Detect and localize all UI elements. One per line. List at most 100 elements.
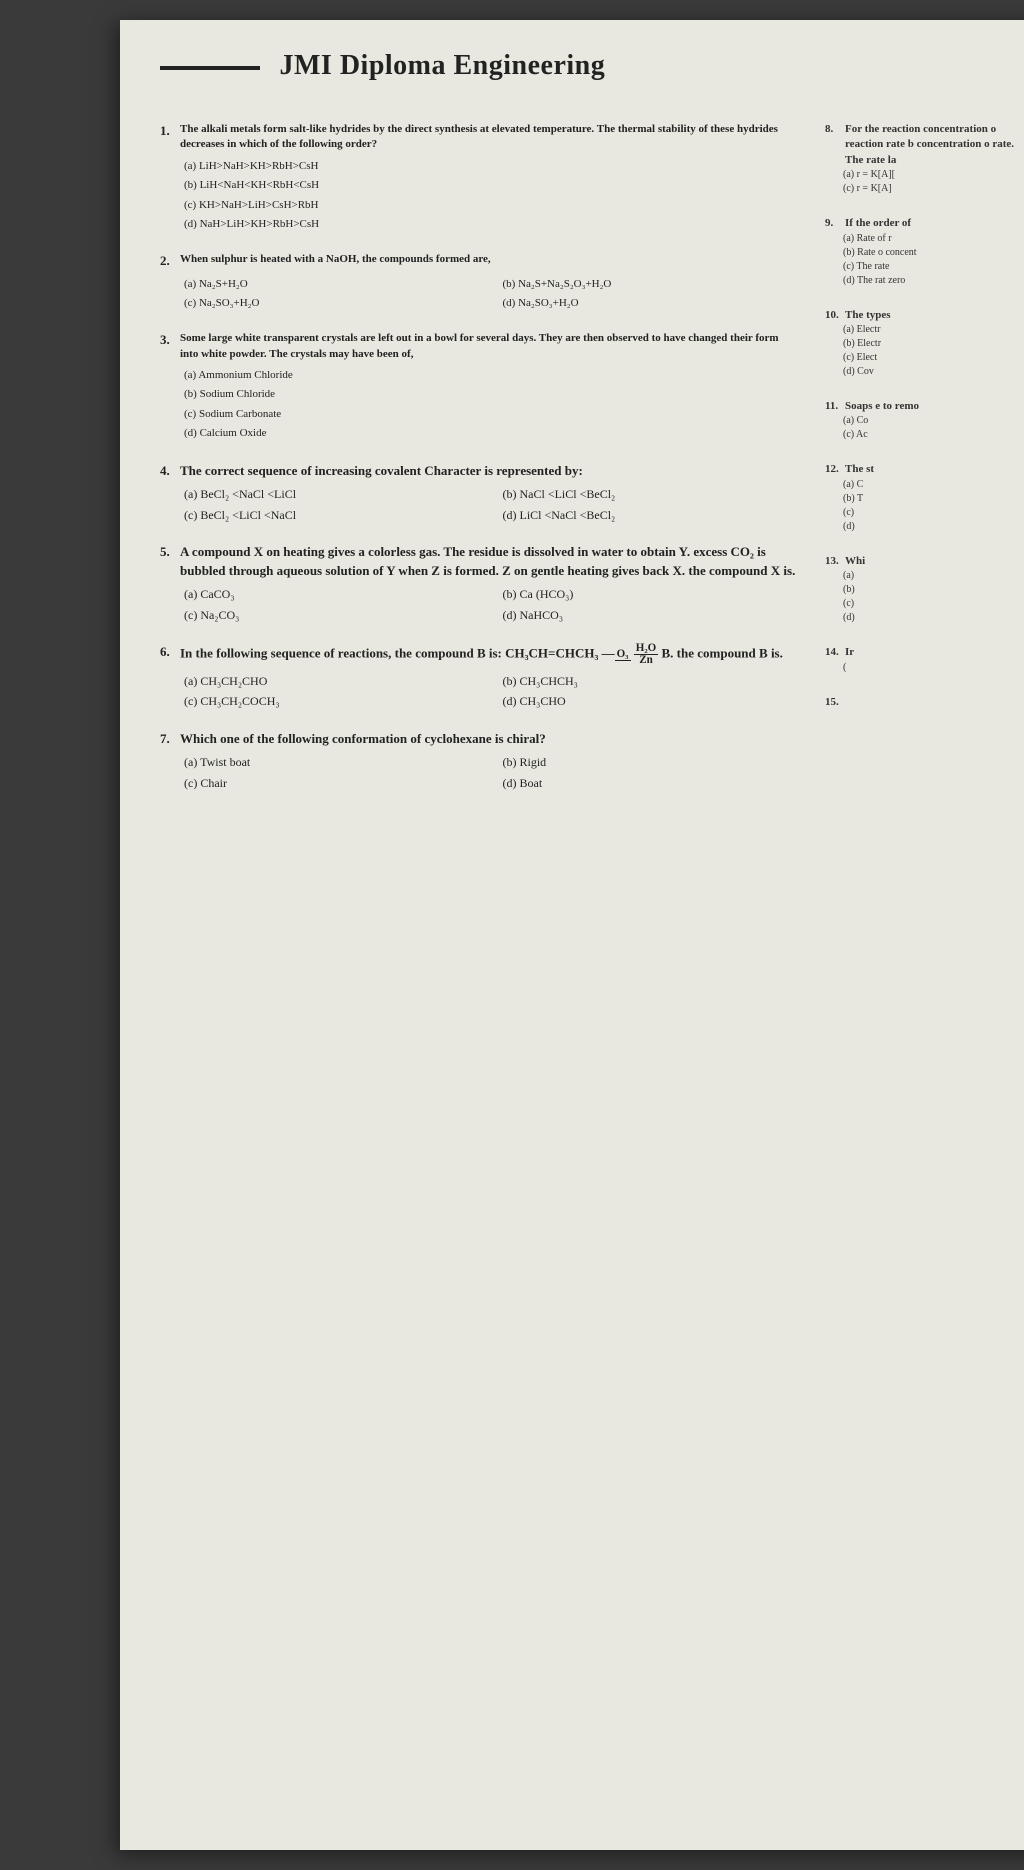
- option: (c): [843, 597, 1024, 611]
- option: (d): [843, 611, 1024, 625]
- right-question-14: 14.Ir(: [825, 645, 1024, 674]
- right-column: 8.For the reaction concentration o react…: [825, 122, 1024, 812]
- option: (b) Ca (HCO₃): [503, 586, 806, 603]
- options: (a) Twist boat(b) Rigid(c) Chair(d) Boat: [184, 754, 805, 792]
- option: (d) Cov: [843, 365, 1024, 379]
- option: (b) Rate o concent: [843, 246, 1024, 260]
- content-columns: 1.The alkali metals form salt-like hydri…: [160, 122, 1024, 812]
- right-question-10: 10.The types(a) Electr(b) Electr(c) Elec…: [825, 308, 1024, 379]
- option: (a) Electr: [843, 323, 1024, 337]
- question-text: Which one of the following conformation …: [180, 730, 797, 748]
- option: (b) Rigid: [503, 754, 806, 771]
- page-header: JMI Diploma Engineering: [160, 50, 1024, 82]
- option: (d) Na₂SO₃+H₂O: [503, 296, 806, 311]
- option: (b) CH₃CHCH₃: [503, 673, 806, 690]
- options: (a) Na₂S+H₂O (b) Na₂S+Na₂S₂O₃+H₂O (c) Na₂S…: [184, 277, 805, 312]
- question-number: 1.: [160, 122, 180, 140]
- question-2: 2.When sulphur is heated with a NaOH, th…: [160, 252, 805, 311]
- options: (a) BeCl₂ <NaCl <LiCl (b) NaCl <LiCl <BeC…: [184, 486, 805, 524]
- option: (a) Twist boat: [184, 754, 487, 771]
- question-1: 1.The alkali metals form salt-like hydri…: [160, 122, 805, 232]
- question-text: A compound X on heating gives a colorles…: [180, 543, 797, 579]
- question-number: 12.: [825, 462, 845, 477]
- option: (a) CH₃CH₂CHO: [184, 673, 487, 690]
- option: (a) LiH>NaH>KH>RbH>CsH: [184, 159, 805, 174]
- option: (b) Na₂S+Na₂S₂O₃+H₂O: [503, 277, 806, 292]
- question-number: 4.: [160, 462, 180, 480]
- option: (b): [843, 583, 1024, 597]
- option: (c) Na₂CO₃: [184, 607, 487, 624]
- question-text: In the following sequence of reactions, …: [180, 643, 797, 666]
- option: (a) CaCO₃: [184, 586, 487, 603]
- option: (c): [843, 506, 1024, 520]
- question-number: 11.: [825, 399, 845, 414]
- question-text: Whi: [845, 554, 1024, 569]
- option: (b) T: [843, 492, 1024, 506]
- option: (c) Elect: [843, 351, 1024, 365]
- right-question-12: 12.The st(a) C(b) T(c) (d): [825, 462, 1024, 533]
- right-question-15: 15.: [825, 695, 1024, 710]
- option: (a) Na₂S+H₂O: [184, 277, 487, 292]
- question-3: 3.Some large white transparent crystals …: [160, 331, 805, 441]
- options: (a) CaCO₃ (b) Ca (HCO₃) (c) Na₂CO₃ (d) NaHC…: [184, 586, 805, 624]
- option: (d) NaHCO₃: [503, 607, 806, 624]
- question-text: The st: [845, 462, 1024, 477]
- question-number: 13.: [825, 554, 845, 569]
- question-number: 6.: [160, 643, 180, 661]
- question-text: For the reaction concentration o reactio…: [845, 122, 1024, 168]
- right-question-13: 13.Whi(a)(b)(c)(d): [825, 554, 1024, 625]
- question-text: If the order of: [845, 216, 1024, 231]
- option: (b) NaCl <LiCl <BeCl₂: [503, 486, 806, 503]
- option: (a) BeCl₂ <NaCl <LiCl: [184, 486, 487, 503]
- options: (a) CH₃CH₂CHO (b) CH₃CHCH₃ (c) CH₃CH₂COCH₃…: [184, 673, 805, 711]
- question-4: 4.The correct sequence of increasing cov…: [160, 462, 805, 524]
- question-number: 7.: [160, 730, 180, 748]
- option: (c) r = K[A]: [843, 182, 1024, 196]
- question-number: 10.: [825, 308, 845, 323]
- option: (a) Rate of r: [843, 232, 1024, 246]
- question-text: The correct sequence of increasing coval…: [180, 462, 797, 480]
- option: (b) Sodium Chloride: [184, 387, 805, 402]
- question-number: 5.: [160, 543, 180, 561]
- right-question-11: 11.Soaps e to remo(a) Co(c) Ac: [825, 399, 1024, 442]
- option: (a) Ammonium Chloride: [184, 368, 805, 383]
- options: (a) LiH>NaH>KH>RbH>CsH (b) LiH<NaH<KH<RbH…: [184, 159, 805, 233]
- option: (: [843, 661, 1024, 675]
- option: (a) Co: [843, 414, 1024, 428]
- question-number: 3.: [160, 331, 180, 349]
- option: (d) LiCl <NaCl <BeCl₂: [503, 507, 806, 524]
- option: (b) LiH<NaH<KH<RbH<CsH: [184, 178, 805, 193]
- exam-page: JMI Diploma Engineering 1.The alkali met…: [120, 20, 1024, 1850]
- option: (d): [843, 520, 1024, 534]
- option: (c) Na₂SO₃+H₂O: [184, 296, 487, 311]
- option: (c) Ac: [843, 428, 1024, 442]
- option: (d) The rat zero: [843, 274, 1024, 288]
- option: (b) Electr: [843, 337, 1024, 351]
- left-column: 1.The alkali metals form salt-like hydri…: [160, 122, 805, 812]
- right-question-8: 8.For the reaction concentration o react…: [825, 122, 1024, 196]
- question-number: 8.: [825, 122, 845, 137]
- option: (d) CH₃CHO: [503, 693, 806, 710]
- question-text: Soaps e to remo: [845, 399, 1024, 414]
- header-title: JMI Diploma Engineering: [280, 50, 606, 81]
- option: (a): [843, 569, 1024, 583]
- option: (a) C: [843, 478, 1024, 492]
- question-number: 14.: [825, 645, 845, 660]
- question-text: When sulphur is heated with a NaOH, the …: [180, 252, 797, 267]
- options: (a) Ammonium Chloride (b) Sodium Chloride…: [184, 368, 805, 442]
- question-number: 15.: [825, 695, 845, 710]
- option: (c) CH₃CH₂COCH₃: [184, 693, 487, 710]
- option: (c) Sodium Carbonate: [184, 407, 805, 422]
- question-text: The alkali metals form salt-like hydride…: [180, 122, 797, 153]
- option: (d) Calcium Oxide: [184, 426, 805, 441]
- option: (c) BeCl₂ <LiCl <NaCl: [184, 507, 487, 524]
- question-text: Ir: [845, 645, 1024, 660]
- option: (a) r = K[A][: [843, 168, 1024, 182]
- question-number: 2.: [160, 252, 180, 270]
- option: (d) NaH>LiH>KH>RbH>CsH: [184, 217, 805, 232]
- option: (c) KH>NaH>LiH>CsH>RbH: [184, 198, 805, 213]
- header-rule: [160, 66, 260, 70]
- question-6: 6.In the following sequence of reactions…: [160, 643, 805, 710]
- question-5: 5.A compound X on heating gives a colorl…: [160, 543, 805, 623]
- option: (c) The rate: [843, 260, 1024, 274]
